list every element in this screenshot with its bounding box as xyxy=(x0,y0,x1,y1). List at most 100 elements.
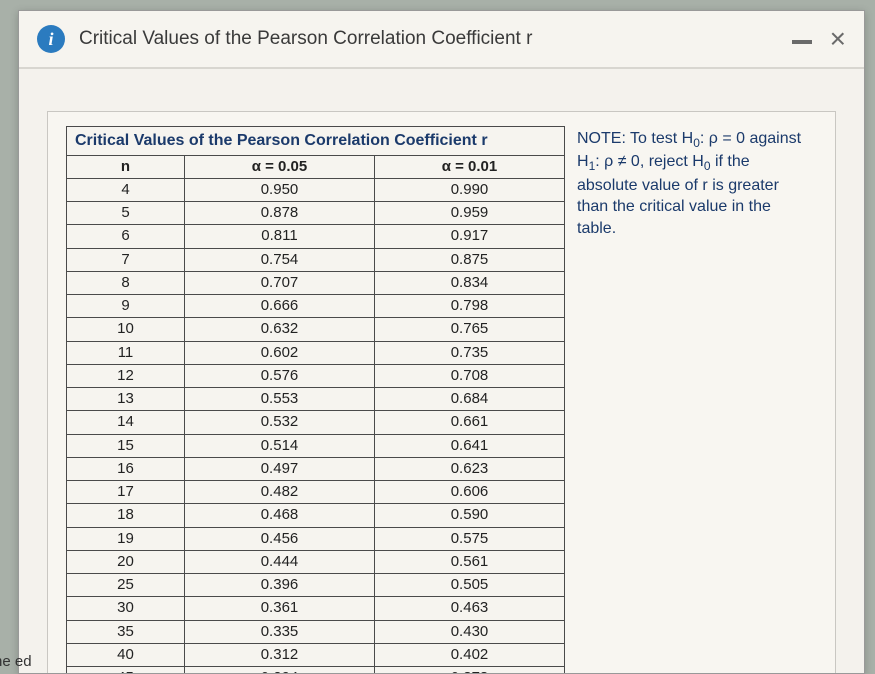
cell-n: 12 xyxy=(67,364,185,387)
cell-alpha01: 0.641 xyxy=(375,434,565,457)
cell-n: 17 xyxy=(67,481,185,504)
table-row: 250.3960.505 xyxy=(67,574,565,597)
table-row: 200.4440.561 xyxy=(67,550,565,573)
critical-values-table-wrap: Critical Values of the Pearson Correlati… xyxy=(66,126,565,673)
cell-n: 35 xyxy=(67,620,185,643)
cell-alpha05: 0.482 xyxy=(185,481,375,504)
table-row: 100.6320.765 xyxy=(67,318,565,341)
cell-alpha01: 0.623 xyxy=(375,457,565,480)
title-bar: i Critical Values of the Pearson Correla… xyxy=(19,11,864,69)
cell-n: 14 xyxy=(67,411,185,434)
cell-alpha05: 0.666 xyxy=(185,295,375,318)
cell-alpha01: 0.917 xyxy=(375,225,565,248)
cell-n: 4 xyxy=(67,178,185,201)
note-line1-pre: NOTE: To test H xyxy=(577,130,693,147)
table-row: 140.5320.661 xyxy=(67,411,565,434)
cell-n: 9 xyxy=(67,295,185,318)
cell-n: 15 xyxy=(67,434,185,457)
cell-alpha05: 0.754 xyxy=(185,248,375,271)
cell-n: 5 xyxy=(67,202,185,225)
cell-n: 10 xyxy=(67,318,185,341)
col-header-n: n xyxy=(67,155,185,178)
cell-n: 19 xyxy=(67,527,185,550)
cell-alpha05: 0.553 xyxy=(185,388,375,411)
cell-alpha01: 0.990 xyxy=(375,178,565,201)
cell-n: 30 xyxy=(67,597,185,620)
cell-alpha01: 0.875 xyxy=(375,248,565,271)
cell-alpha05: 0.312 xyxy=(185,643,375,666)
truncated-edge-text: he ed xyxy=(0,653,32,670)
cell-alpha01: 0.378 xyxy=(375,667,565,673)
cell-alpha05: 0.294 xyxy=(185,667,375,673)
table-row: 300.3610.463 xyxy=(67,597,565,620)
cell-alpha01: 0.505 xyxy=(375,574,565,597)
cell-alpha05: 0.576 xyxy=(185,364,375,387)
table-row: 40.9500.990 xyxy=(67,178,565,201)
table-row: 180.4680.590 xyxy=(67,504,565,527)
cell-alpha01: 0.735 xyxy=(375,341,565,364)
cell-alpha01: 0.684 xyxy=(375,388,565,411)
cell-alpha05: 0.396 xyxy=(185,574,375,597)
info-icon: i xyxy=(37,25,65,53)
cell-alpha05: 0.468 xyxy=(185,504,375,527)
table-row: 350.3350.430 xyxy=(67,620,565,643)
cell-alpha05: 0.361 xyxy=(185,597,375,620)
table-header-row: n α = 0.05 α = 0.01 xyxy=(67,155,565,178)
table-row: 170.4820.606 xyxy=(67,481,565,504)
note-sub-0a: 0 xyxy=(693,136,700,150)
col-header-alpha01: α = 0.01 xyxy=(375,155,565,178)
cell-alpha05: 0.532 xyxy=(185,411,375,434)
cell-alpha01: 0.606 xyxy=(375,481,565,504)
cell-alpha01: 0.430 xyxy=(375,620,565,643)
cell-alpha01: 0.765 xyxy=(375,318,565,341)
table-row: 160.4970.623 xyxy=(67,457,565,480)
table-row: 130.5530.684 xyxy=(67,388,565,411)
cell-alpha05: 0.497 xyxy=(185,457,375,480)
minimize-icon[interactable] xyxy=(792,40,812,44)
cell-alpha05: 0.444 xyxy=(185,550,375,573)
cell-alpha01: 0.561 xyxy=(375,550,565,573)
table-row: 120.5760.708 xyxy=(67,364,565,387)
cell-alpha01: 0.463 xyxy=(375,597,565,620)
cell-alpha05: 0.514 xyxy=(185,434,375,457)
table-row: 90.6660.798 xyxy=(67,295,565,318)
cell-n: 18 xyxy=(67,504,185,527)
cell-alpha01: 0.590 xyxy=(375,504,565,527)
cell-alpha05: 0.707 xyxy=(185,271,375,294)
note-line2-mid: : ρ ≠ 0, reject H xyxy=(595,153,704,170)
cell-alpha01: 0.798 xyxy=(375,295,565,318)
col-header-alpha05: α = 0.05 xyxy=(185,155,375,178)
critical-values-table: Critical Values of the Pearson Correlati… xyxy=(66,126,565,673)
table-row: 400.3120.402 xyxy=(67,643,565,666)
cell-n: 45 xyxy=(67,667,185,673)
cell-n: 25 xyxy=(67,574,185,597)
note-line1-post: : ρ = 0 xyxy=(700,130,745,147)
cell-alpha05: 0.950 xyxy=(185,178,375,201)
dialog-window: i Critical Values of the Pearson Correla… xyxy=(18,10,865,674)
table-title: Critical Values of the Pearson Correlati… xyxy=(67,127,565,156)
cell-alpha05: 0.456 xyxy=(185,527,375,550)
cell-alpha05: 0.878 xyxy=(185,202,375,225)
cell-alpha05: 0.632 xyxy=(185,318,375,341)
content-area: Critical Values of the Pearson Correlati… xyxy=(47,111,836,673)
table-row: 450.2940.378 xyxy=(67,667,565,673)
close-icon[interactable]: × xyxy=(830,25,846,53)
cell-alpha05: 0.335 xyxy=(185,620,375,643)
table-row: 80.7070.834 xyxy=(67,271,565,294)
note-sub-0b: 0 xyxy=(704,160,711,174)
window-controls: × xyxy=(792,25,846,53)
table-row: 110.6020.735 xyxy=(67,341,565,364)
table-row: 190.4560.575 xyxy=(67,527,565,550)
dialog-title: Critical Values of the Pearson Correlati… xyxy=(79,28,792,50)
table-row: 50.8780.959 xyxy=(67,202,565,225)
cell-alpha01: 0.959 xyxy=(375,202,565,225)
note-text: NOTE: To test H0: ρ = 0 against H1: ρ ≠ … xyxy=(577,126,807,240)
cell-alpha01: 0.402 xyxy=(375,643,565,666)
cell-n: 40 xyxy=(67,643,185,666)
cell-n: 16 xyxy=(67,457,185,480)
table-row: 60.8110.917 xyxy=(67,225,565,248)
table-row: 70.7540.875 xyxy=(67,248,565,271)
cell-alpha01: 0.708 xyxy=(375,364,565,387)
cell-n: 7 xyxy=(67,248,185,271)
cell-alpha01: 0.834 xyxy=(375,271,565,294)
